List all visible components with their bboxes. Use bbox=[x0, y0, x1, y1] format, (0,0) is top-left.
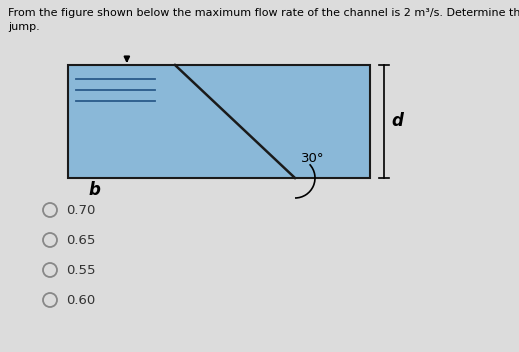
Polygon shape bbox=[68, 65, 295, 178]
Text: 0.55: 0.55 bbox=[66, 264, 95, 277]
Text: From the figure shown below the maximum flow rate of the channel is 2 m³/s. Dete: From the figure shown below the maximum … bbox=[8, 8, 519, 18]
Polygon shape bbox=[175, 65, 370, 178]
Text: 0.60: 0.60 bbox=[66, 294, 95, 307]
Text: 30°: 30° bbox=[301, 152, 324, 165]
Text: d: d bbox=[391, 113, 403, 131]
Text: 0.65: 0.65 bbox=[66, 233, 95, 246]
Text: jump.: jump. bbox=[8, 22, 40, 32]
Text: b: b bbox=[88, 181, 100, 199]
Polygon shape bbox=[68, 65, 370, 178]
Text: 0.70: 0.70 bbox=[66, 203, 95, 216]
